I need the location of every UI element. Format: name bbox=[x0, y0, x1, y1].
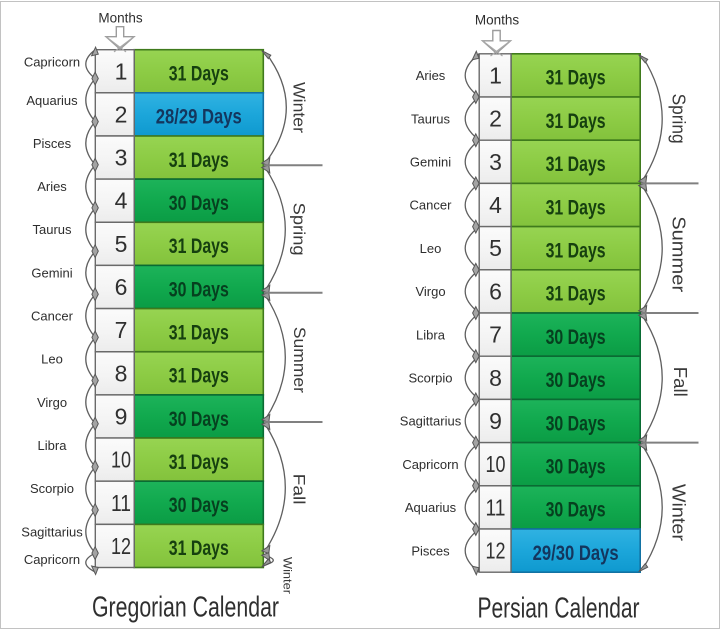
svg-text:Aries: Aries bbox=[37, 179, 67, 194]
svg-text:Pisces: Pisces bbox=[33, 136, 72, 151]
svg-text:31 Days: 31 Days bbox=[546, 239, 606, 263]
svg-text:2: 2 bbox=[489, 106, 502, 132]
svg-text:31 Days: 31 Days bbox=[546, 66, 606, 90]
svg-text:Months: Months bbox=[98, 10, 143, 25]
svg-text:11: 11 bbox=[486, 494, 506, 520]
svg-text:7: 7 bbox=[115, 317, 128, 343]
svg-text:Virgo: Virgo bbox=[415, 284, 445, 299]
svg-text:Spring: Spring bbox=[668, 94, 689, 144]
svg-text:31 Days: 31 Days bbox=[169, 450, 229, 474]
svg-text:Gemini: Gemini bbox=[410, 155, 451, 170]
svg-text:30 Days: 30 Days bbox=[546, 368, 606, 392]
svg-text:31 Days: 31 Days bbox=[169, 62, 229, 86]
svg-text:Fall: Fall bbox=[290, 474, 309, 505]
svg-text:8: 8 bbox=[489, 365, 502, 391]
svg-text:31 Days: 31 Days bbox=[169, 148, 229, 172]
svg-text:Virgo: Virgo bbox=[37, 395, 67, 410]
svg-text:28/29 Days: 28/29 Days bbox=[156, 105, 242, 129]
svg-text:1: 1 bbox=[489, 62, 502, 88]
svg-text:Gemini: Gemini bbox=[31, 265, 72, 280]
svg-text:Aquarius: Aquarius bbox=[405, 500, 457, 515]
svg-text:Sagittarius: Sagittarius bbox=[400, 414, 462, 429]
svg-text:29/30 Days: 29/30 Days bbox=[533, 541, 619, 565]
svg-text:Leo: Leo bbox=[41, 352, 63, 367]
svg-text:31 Days: 31 Days bbox=[546, 109, 606, 133]
svg-text:Taurus: Taurus bbox=[32, 222, 72, 237]
svg-text:4: 4 bbox=[489, 192, 502, 218]
svg-text:Winter: Winter bbox=[668, 484, 689, 541]
svg-text:Summer: Summer bbox=[290, 327, 309, 393]
svg-text:Winter: Winter bbox=[290, 82, 309, 133]
svg-text:31 Days: 31 Days bbox=[169, 536, 229, 560]
svg-text:11: 11 bbox=[111, 490, 131, 516]
svg-text:5: 5 bbox=[489, 235, 502, 261]
svg-text:3: 3 bbox=[489, 149, 502, 175]
svg-text:6: 6 bbox=[115, 274, 128, 300]
svg-text:Winter: Winter bbox=[281, 557, 295, 594]
svg-text:10: 10 bbox=[111, 447, 131, 473]
svg-text:30 Days: 30 Days bbox=[546, 498, 606, 522]
svg-text:Capricorn: Capricorn bbox=[24, 552, 80, 567]
svg-text:30 Days: 30 Days bbox=[169, 407, 229, 431]
svg-text:Gregorian Calendar: Gregorian Calendar bbox=[92, 592, 279, 624]
svg-text:9: 9 bbox=[115, 404, 128, 430]
svg-text:5: 5 bbox=[115, 231, 128, 257]
svg-text:Sagittarius: Sagittarius bbox=[21, 524, 83, 539]
svg-text:31 Days: 31 Days bbox=[546, 282, 606, 306]
svg-text:30 Days: 30 Days bbox=[546, 455, 606, 479]
svg-text:Months: Months bbox=[475, 13, 520, 28]
svg-text:2: 2 bbox=[115, 101, 128, 127]
svg-text:30 Days: 30 Days bbox=[546, 325, 606, 349]
svg-text:12: 12 bbox=[486, 538, 506, 564]
svg-text:31 Days: 31 Days bbox=[546, 195, 606, 219]
svg-text:30 Days: 30 Days bbox=[169, 277, 229, 301]
svg-text:31 Days: 31 Days bbox=[169, 234, 229, 258]
svg-text:6: 6 bbox=[489, 278, 502, 304]
svg-text:Cancer: Cancer bbox=[410, 198, 453, 213]
svg-text:Scorpio: Scorpio bbox=[408, 371, 452, 386]
svg-text:Aquarius: Aquarius bbox=[26, 93, 78, 108]
svg-text:Aries: Aries bbox=[416, 68, 446, 83]
svg-text:Pisces: Pisces bbox=[411, 543, 450, 558]
svg-text:7: 7 bbox=[489, 322, 502, 348]
svg-text:9: 9 bbox=[489, 408, 502, 434]
svg-text:31 Days: 31 Days bbox=[546, 152, 606, 176]
svg-text:30 Days: 30 Days bbox=[169, 493, 229, 517]
svg-text:Libra: Libra bbox=[38, 438, 68, 453]
svg-text:Scorpio: Scorpio bbox=[30, 481, 74, 496]
svg-text:31 Days: 31 Days bbox=[169, 321, 229, 345]
svg-text:4: 4 bbox=[115, 188, 128, 214]
svg-text:30 Days: 30 Days bbox=[546, 411, 606, 435]
svg-text:31 Days: 31 Days bbox=[169, 364, 229, 388]
svg-text:3: 3 bbox=[115, 145, 128, 171]
svg-text:Persian Calendar: Persian Calendar bbox=[478, 593, 640, 625]
svg-text:Summer: Summer bbox=[668, 216, 689, 292]
svg-text:Spring: Spring bbox=[290, 203, 309, 256]
svg-text:Capricorn: Capricorn bbox=[402, 457, 458, 472]
svg-text:1: 1 bbox=[115, 58, 128, 84]
svg-text:Taurus: Taurus bbox=[411, 111, 451, 126]
svg-text:Capricorn: Capricorn bbox=[24, 55, 80, 70]
svg-text:30 Days: 30 Days bbox=[169, 191, 229, 215]
svg-text:Cancer: Cancer bbox=[31, 309, 74, 324]
svg-text:Fall: Fall bbox=[670, 367, 691, 397]
svg-text:10: 10 bbox=[486, 451, 506, 477]
svg-text:Leo: Leo bbox=[420, 241, 442, 256]
svg-text:Libra: Libra bbox=[416, 327, 446, 342]
svg-text:12: 12 bbox=[111, 533, 131, 559]
svg-text:8: 8 bbox=[115, 360, 128, 386]
